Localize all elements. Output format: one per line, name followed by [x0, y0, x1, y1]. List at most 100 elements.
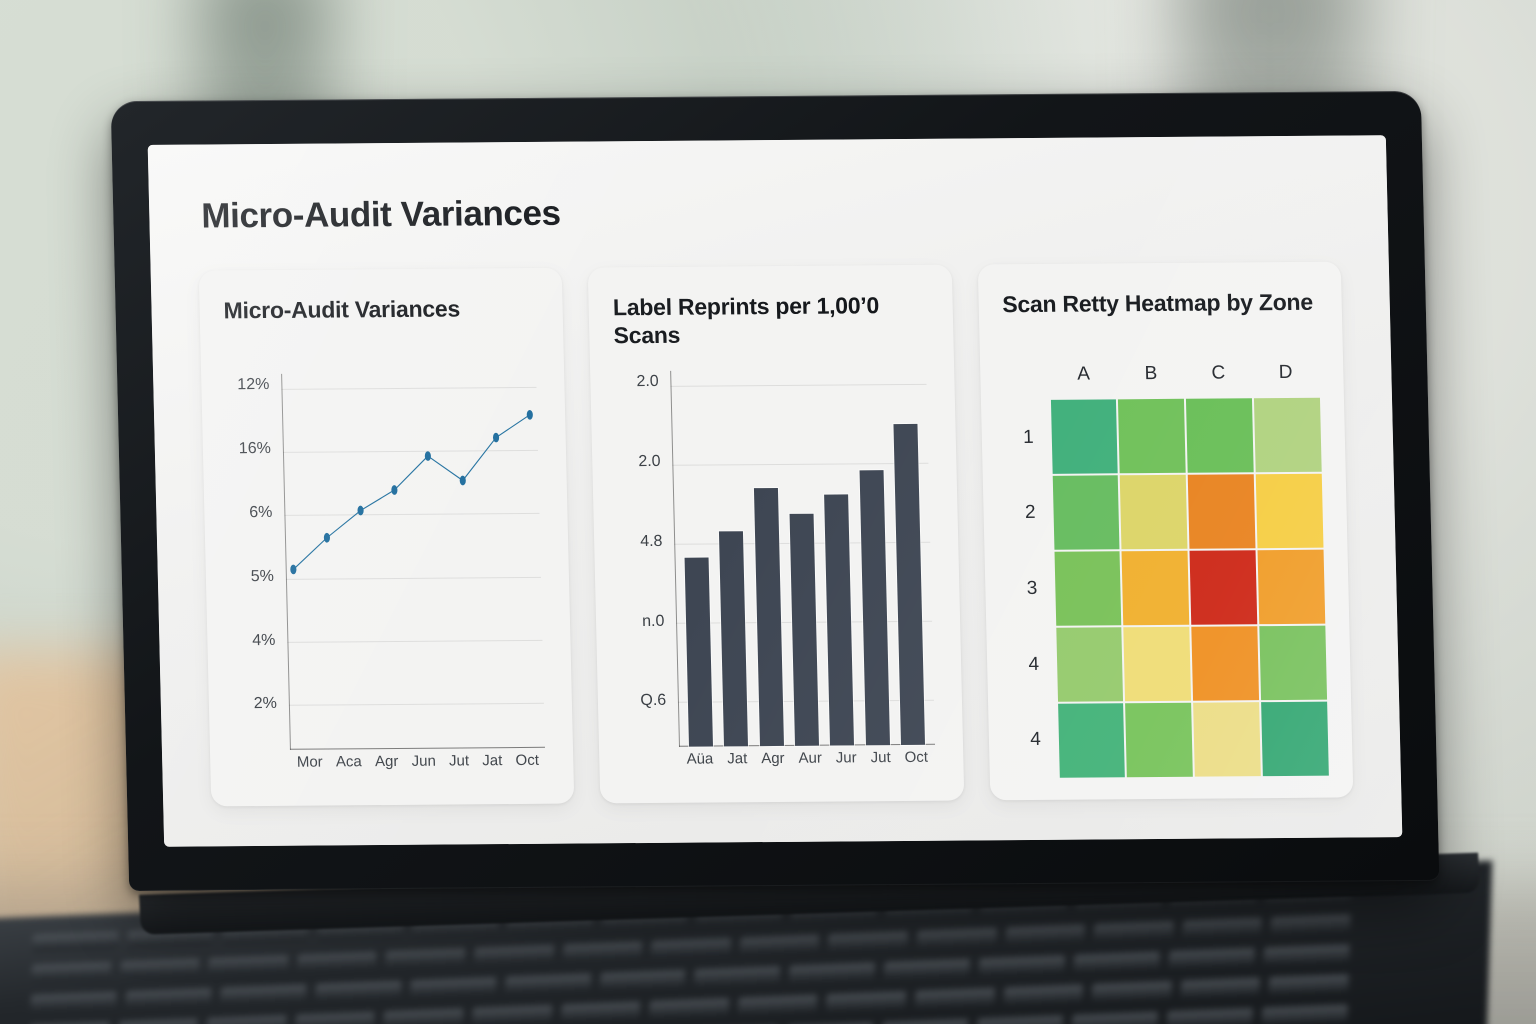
- heatmap-grid: [1050, 397, 1329, 778]
- line-point: [424, 451, 431, 461]
- heatmap-cell[interactable]: [1055, 627, 1124, 702]
- x-tick-label: Aur: [798, 749, 823, 767]
- heatmap-row-label: 4: [1028, 653, 1040, 675]
- plot-area: [281, 372, 546, 750]
- page-title: Micro-Audit Variances: [200, 193, 562, 236]
- heatmap-cell[interactable]: [1050, 399, 1119, 474]
- line-point: [290, 564, 297, 575]
- keyboard-key: [1093, 920, 1174, 942]
- keyboard-key: [976, 1015, 1064, 1024]
- line-chart[interactable]: 12% 16% 6% 5% 4% 2% Mor Aca Agr Jun Jut Jat Oct: [225, 368, 550, 784]
- keyboard-key: [296, 951, 377, 972]
- y-tick-label: 2.0: [636, 373, 659, 391]
- heatmap-cell[interactable]: [1254, 397, 1322, 473]
- heatmap-cell[interactable]: [1123, 626, 1192, 702]
- heatmap-cell[interactable]: [1259, 625, 1328, 701]
- keyboard-key: [651, 937, 732, 959]
- y-tick-label: 2%: [253, 695, 278, 713]
- bar: [893, 424, 925, 745]
- x-tick-label: Aca: [335, 753, 363, 771]
- heatmap-cell[interactable]: [1255, 473, 1324, 549]
- gridline: [288, 702, 545, 706]
- keyboard-key: [385, 948, 466, 969]
- heatmap-cell[interactable]: [1125, 702, 1194, 778]
- card-label-reprints[interactable]: Label Reprints per 1,00’0 Scans 2.0 2.0 4.…: [588, 264, 965, 804]
- keyboard-key: [560, 1001, 641, 1022]
- keyboard-key: [294, 1011, 376, 1024]
- bar: [789, 514, 819, 746]
- keyboard-key: [1180, 977, 1261, 998]
- keyboard-key: [694, 966, 781, 987]
- keyboard-key: [30, 991, 117, 1012]
- heatmap-cell[interactable]: [1052, 475, 1120, 550]
- keyboard-key: [1263, 944, 1350, 965]
- x-tick-label: Jur: [835, 749, 857, 767]
- y-tick-label: 4%: [252, 631, 276, 649]
- laptop-screen: Micro-Audit Variances Micro-Audit Varian…: [147, 135, 1403, 847]
- keyboard-key: [737, 994, 818, 1015]
- bar: [859, 470, 890, 746]
- heatmap-cell[interactable]: [1120, 474, 1188, 550]
- line-path: [290, 415, 534, 570]
- x-tick-label: Oct: [515, 751, 540, 770]
- keyboard-key: [504, 973, 592, 994]
- heatmap-column-label: B: [1144, 363, 1158, 385]
- keyboard-key: [314, 980, 402, 1001]
- keyboard-key: [473, 944, 555, 965]
- keyboard-key: [599, 969, 686, 991]
- y-tick-label: 5%: [250, 567, 275, 585]
- heatmap-cell[interactable]: [1118, 398, 1186, 474]
- card-title: Micro-Audit Variances: [223, 295, 461, 324]
- bar-chart[interactable]: 2.0 2.0 4.8 n.0 Q.6 Aüa Jat Agr Aur Jur Jut Oct: [614, 365, 939, 781]
- keyboard-key: [649, 998, 730, 1019]
- heatmap-cell[interactable]: [1261, 701, 1329, 777]
- keyboard-key: [739, 934, 820, 955]
- bar: [753, 487, 784, 747]
- x-tick-label: Agr: [374, 752, 399, 771]
- keyboard-key: [1005, 924, 1086, 945]
- heatmap-cell[interactable]: [1186, 398, 1254, 473]
- keyboard-key: [119, 958, 200, 979]
- dashboard-page: Micro-Audit Variances Micro-Audit Varian…: [147, 135, 1403, 847]
- heatmap-chart[interactable]: A B C D 1 2 3 4 4: [1004, 362, 1329, 778]
- card-micro-audit-variances[interactable]: Micro-Audit Variances 12% 16% 6% 5% 4% 2% Mor…: [198, 267, 575, 807]
- card-scan-retry-heatmap[interactable]: Scan Retty Heatmap by Zone A B C D 1 2 3 4 4: [977, 261, 1354, 801]
- x-tick-label: Jat: [727, 750, 748, 768]
- heatmap-cell[interactable]: [1054, 551, 1122, 626]
- y-axis-ticks: 2.0 2.0 4.8 n.0 Q.6: [614, 367, 675, 747]
- heatmap-cell[interactable]: [1188, 474, 1256, 549]
- heatmap-cell[interactable]: [1057, 703, 1126, 778]
- x-tick-label: Mor: [296, 753, 323, 771]
- heatmap-cell[interactable]: [1193, 702, 1261, 777]
- keyboard-key: [828, 931, 909, 952]
- keyboard-key: [1268, 974, 1349, 995]
- x-tick-label: Oct: [904, 748, 929, 766]
- keyboard-key: [32, 931, 119, 952]
- line-series: [290, 409, 534, 575]
- keyboard-key: [1003, 984, 1084, 1005]
- x-tick-label: Jun: [411, 752, 437, 770]
- gridline: [287, 639, 543, 643]
- keyboard-key: [117, 1018, 199, 1024]
- x-axis-ticks: Mor Aca Agr Jun Jut Jat Oct: [290, 752, 546, 784]
- heatmap-cell[interactable]: [1257, 549, 1326, 625]
- keyboard-key: [562, 941, 643, 962]
- card-row: Micro-Audit Variances 12% 16% 6% 5% 4% 2% Mor…: [198, 261, 1354, 807]
- y-tick-label: 16%: [238, 439, 272, 458]
- keyboard-key: [1166, 1007, 1254, 1024]
- line-point: [391, 485, 398, 495]
- bar-series: [674, 369, 930, 747]
- keyboard-key: [1168, 947, 1255, 969]
- heatmap-row-label: 2: [1024, 502, 1036, 524]
- heatmap-cell[interactable]: [1122, 550, 1190, 626]
- keyboard-key: [914, 987, 995, 1008]
- heatmap-cell[interactable]: [1189, 550, 1258, 625]
- heatmap-cell[interactable]: [1191, 626, 1260, 701]
- keyboard-key: [1091, 981, 1172, 1002]
- keyboard-key: [1073, 951, 1161, 972]
- y-tick-label: 4.8: [640, 532, 663, 550]
- x-tick-label: Jut: [448, 752, 470, 770]
- heatmap-column-headers: A B C D: [1050, 362, 1320, 390]
- y-tick-label: Q.6: [640, 692, 667, 710]
